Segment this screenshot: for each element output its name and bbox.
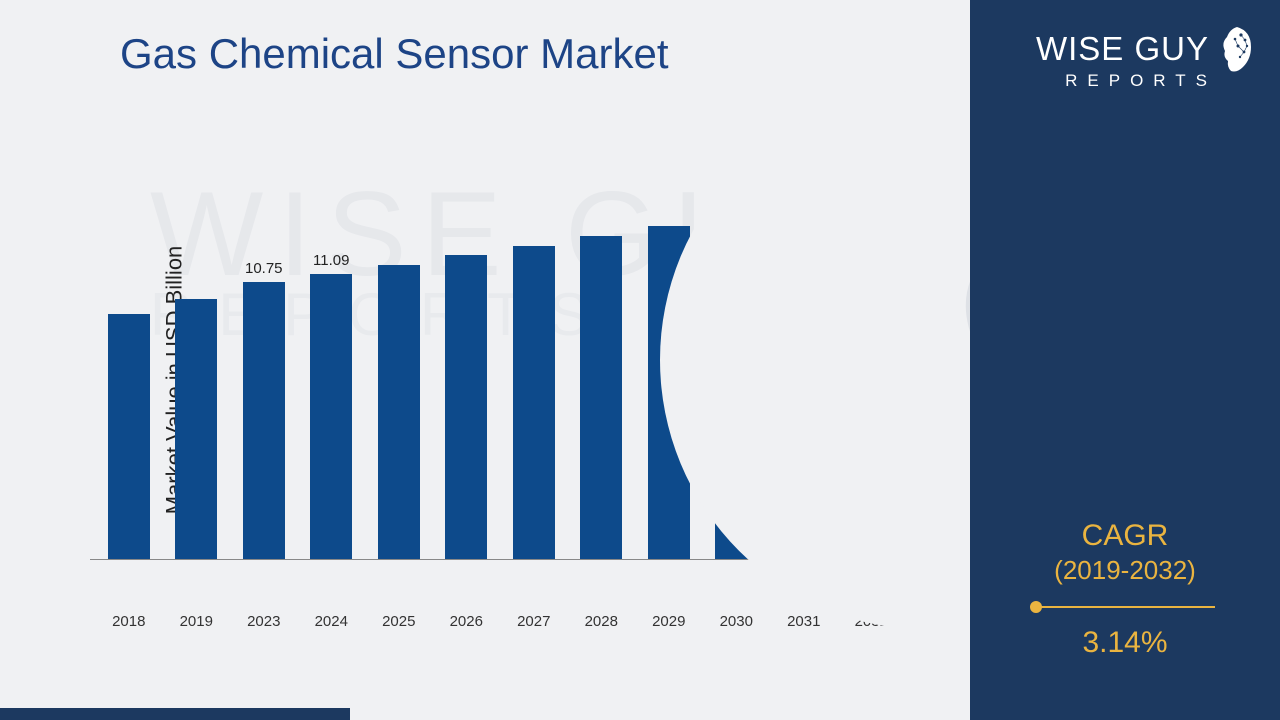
brand-logo: WISE GUY REPORTS: [1036, 25, 1255, 91]
bar: [445, 255, 487, 559]
x-tick-label: 2031: [770, 613, 838, 630]
logo-text-sub: REPORTS: [1036, 71, 1255, 91]
x-axis-labels: 2018201920232024202520262027202820292030…: [90, 613, 910, 630]
cagr-value: 3.14%: [1000, 626, 1250, 660]
x-tick-label: 2023: [230, 613, 298, 630]
bar-wrap: 10.75: [230, 160, 298, 559]
x-tick-label: 2018: [95, 613, 163, 630]
cagr-period: (2019-2032): [1000, 555, 1250, 586]
x-tick-label: 2025: [365, 613, 433, 630]
cagr-block: CAGR (2019-2032) 3.14%: [1000, 519, 1250, 660]
bar-wrap: [163, 160, 231, 559]
bar-wrap: [433, 160, 501, 559]
bottom-accent-strip: [0, 708, 350, 720]
bar: [378, 265, 420, 559]
x-tick-label: 2030: [703, 613, 771, 630]
bar: [175, 299, 217, 559]
logo-head-icon: [1215, 25, 1255, 73]
chart-title: Gas Chemical Sensor Market: [120, 30, 669, 78]
cagr-divider-line: [1035, 606, 1215, 608]
x-tick-label: 2019: [163, 613, 231, 630]
bar-wrap: [95, 160, 163, 559]
logo-text-main: WISE GUY: [1036, 30, 1209, 68]
x-tick-label: 2024: [298, 613, 366, 630]
logo-main-row: WISE GUY: [1036, 25, 1255, 73]
bar: 10.75: [243, 282, 285, 559]
x-tick-label: 2027: [500, 613, 568, 630]
bar: 11.09: [310, 274, 352, 559]
bar-value-label: 11.09: [313, 252, 349, 269]
bar: [513, 246, 555, 559]
cagr-title: CAGR: [1000, 519, 1250, 553]
bar-wrap: [500, 160, 568, 559]
x-tick-label: 2028: [568, 613, 636, 630]
x-tick-label: 2029: [635, 613, 703, 630]
right-panel: WISE GUY REPORTS CAGR (2019-2032) 3.14%: [970, 0, 1280, 720]
bar: [580, 236, 622, 559]
bar: [108, 314, 150, 559]
bar-wrap: [365, 160, 433, 559]
bar-wrap: [568, 160, 636, 559]
x-tick-label: 2026: [433, 613, 501, 630]
bar-value-label: 10.75: [245, 260, 283, 277]
bar-wrap: 11.09: [298, 160, 366, 559]
